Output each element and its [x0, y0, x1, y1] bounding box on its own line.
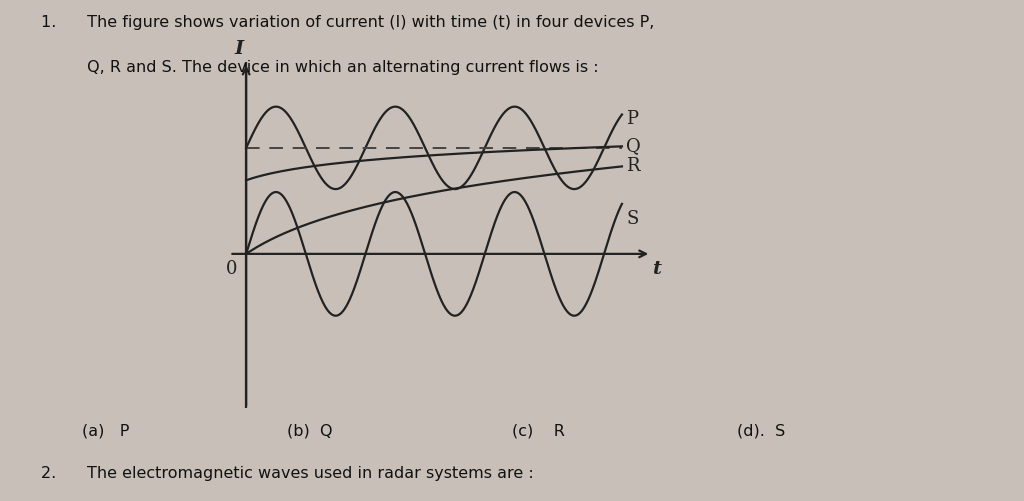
Text: Q, R and S. The device in which an alternating current flows is :: Q, R and S. The device in which an alter… — [41, 60, 599, 75]
Text: (d).  S: (d). S — [737, 423, 785, 438]
Text: I: I — [234, 40, 244, 58]
Text: 1.      The figure shows variation of current (I) with time (t) in four devices : 1. The figure shows variation of current… — [41, 15, 654, 30]
Text: (a)   P: (a) P — [82, 423, 129, 438]
Text: (b)  Q: (b) Q — [287, 423, 332, 438]
Text: 2.      The electromagnetic waves used in radar systems are :: 2. The electromagnetic waves used in rad… — [41, 466, 534, 481]
Text: S: S — [626, 210, 639, 228]
Text: (c)    R: (c) R — [512, 423, 565, 438]
Text: 0: 0 — [225, 260, 237, 278]
Text: t: t — [652, 260, 662, 278]
Text: Q: Q — [626, 137, 641, 155]
Text: R: R — [626, 157, 640, 175]
Text: P: P — [626, 110, 638, 128]
